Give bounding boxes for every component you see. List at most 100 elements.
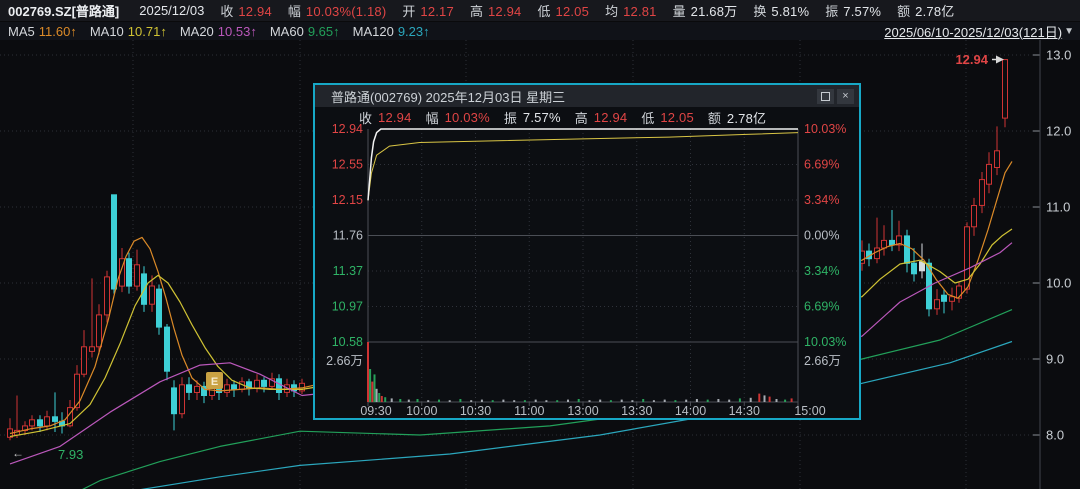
- candle: [164, 326, 170, 372]
- popup-stat-label: 低: [641, 110, 655, 126]
- kline-chart-canvas[interactable]: 13.0 12.0 11.0 10.0 9.0 8.0 12.94 ← 7.93 E: [0, 40, 1080, 489]
- ma-bar: MA5 11.60↑ MA10 10.71↑ MA20 10.53↑ MA60 9.65↑ MA…: [0, 22, 1080, 40]
- event-badge-label: E: [211, 376, 218, 388]
- popup-stat-label: 幅: [425, 110, 439, 126]
- time-axis-label: 14:30: [729, 404, 760, 418]
- volume-axis-label: 2.66万: [326, 354, 363, 368]
- intraday-right-axis-label: 6.69%: [804, 300, 839, 314]
- maximize-button[interactable]: [817, 88, 834, 104]
- popup-stat-value: 7.57%: [522, 109, 561, 125]
- popup-window-buttons: ×: [814, 88, 854, 104]
- quote-field-value: 10.03%(1.18): [305, 4, 387, 19]
- quote-field-label: 幅: [287, 4, 301, 19]
- candle: [986, 163, 992, 185]
- intraday-grid: [367, 129, 799, 403]
- ma-value: 9.23↑: [397, 23, 430, 39]
- time-axis-label: 15:00: [794, 404, 825, 418]
- dropdown-arrow-icon[interactable]: ▼: [1064, 25, 1074, 37]
- intraday-price-line: [367, 128, 798, 201]
- price-axis-label: 12.0: [1046, 124, 1071, 139]
- intraday-left-axis-label: 10.58: [332, 335, 363, 349]
- quote-date: 2025/12/03: [139, 3, 205, 18]
- quote-field-value: 12.94: [487, 4, 522, 19]
- candle: [934, 299, 940, 310]
- price-axis-label: 10.0: [1046, 276, 1071, 291]
- popup-titlebar[interactable]: 普路通(002769) 2025年12月03日 星期三 ×: [315, 85, 859, 107]
- stock-symbol[interactable]: 002769.SZ[普路通]: [8, 4, 120, 19]
- popup-stat-value: 2.78亿: [726, 110, 767, 126]
- quote-field-value: 5.81%: [771, 4, 810, 19]
- candle: [276, 378, 282, 393]
- candle: [971, 205, 977, 228]
- quote-fields: 收 12.94 幅 10.03%(1.18) 开 12.17 高 12.94 低 12.05 均 12…: [204, 1, 954, 20]
- high-price-label: 12.94: [955, 52, 988, 67]
- quote-field-label: 高: [469, 4, 483, 19]
- quote-field-label: 振: [825, 4, 839, 19]
- candle: [186, 384, 192, 393]
- intraday-right-axis-label: 10.03%: [804, 335, 846, 349]
- average-price-line: [367, 132, 799, 201]
- candle: [896, 235, 902, 246]
- price-axis-label: 11.0: [1046, 200, 1070, 215]
- ma-label: MA20: [179, 23, 214, 39]
- quote-field-value: 12.17: [420, 4, 454, 19]
- ma-label: MA10: [89, 23, 124, 39]
- date-range-selector[interactable]: 2025/06/10-2025/12/03(121日) ▼: [884, 22, 1074, 41]
- ma-label: MA60: [269, 23, 304, 39]
- ma-values: MA5 11.60↑ MA10 10.71↑ MA20 10.53↑ MA60 9.65↑ MA…: [8, 24, 443, 39]
- quote-field-label: 量: [672, 4, 686, 19]
- popup-stat-value: 12.94: [593, 109, 628, 125]
- candle: [201, 385, 207, 396]
- popup-stat-value: 12.94: [378, 109, 412, 125]
- popup-stats-row: 收 12.94 幅 10.03% 振 7.57% 高 12.94 低 12.05 额 2.78亿: [315, 107, 859, 127]
- candle: [52, 416, 58, 422]
- ma60-line: [82, 309, 1013, 489]
- kline-annotations: 12.94 ← 7.93 E: [12, 52, 1004, 462]
- popup-stat-label: 高: [574, 110, 588, 126]
- ma120-line: [140, 340, 1013, 489]
- low-arrow-icon: ←: [12, 446, 24, 460]
- candle: [96, 314, 102, 348]
- time-axis-label: 10:00: [406, 404, 437, 418]
- price-axis-label: 8.0: [1046, 428, 1064, 443]
- candle: [37, 419, 43, 427]
- candle: [81, 346, 87, 375]
- candle: [1002, 59, 1008, 119]
- quote-field-label: 额: [897, 4, 911, 19]
- intraday-right-axis-label: 6.69%: [804, 158, 839, 172]
- popup-stat-value: 12.05: [660, 109, 694, 125]
- intraday-left-axis-label: 11.76: [333, 229, 363, 243]
- candle: [911, 262, 917, 275]
- candle: [119, 258, 125, 287]
- quote-field-value: 12.81: [623, 4, 657, 19]
- candle: [231, 384, 237, 390]
- ma-label: MA120: [352, 23, 394, 39]
- intraday-right-axis-label: 3.34%: [804, 264, 839, 278]
- time-axis-label: 14:00: [675, 404, 706, 418]
- quote-field-value: 7.57%: [843, 4, 882, 19]
- close-button[interactable]: ×: [837, 88, 854, 104]
- time-axis-label: 11:00: [514, 404, 544, 418]
- candle: [74, 373, 80, 409]
- candle: [111, 194, 117, 290]
- candle: [254, 379, 260, 389]
- candle: [89, 346, 95, 352]
- intraday-right-axis-label: 0.00%: [804, 229, 839, 243]
- quote-field-value: 12.05: [555, 4, 590, 19]
- candle: [156, 288, 162, 328]
- candle: [956, 285, 962, 299]
- intraday-chart-canvas[interactable]: 12.94 12.55 12.15 11.76 11.37 10.97 10.58 10.03…: [315, 117, 859, 418]
- candle: [104, 276, 110, 316]
- quote-field-value: 12.94: [238, 4, 272, 19]
- intraday-popup[interactable]: 普路通(002769) 2025年12月03日 星期三 × 收 12.94 幅 10.…: [313, 83, 861, 420]
- intraday-left-axis-label: 10.97: [332, 300, 363, 314]
- intraday-left-axis-label: 12.55: [332, 158, 363, 172]
- intraday-left-axis-label: 11.37: [333, 264, 363, 278]
- kline-chart[interactable]: 13.0 12.0 11.0 10.0 9.0 8.0 12.94 ← 7.93 E: [0, 40, 1080, 489]
- candle: [919, 261, 925, 272]
- popup-stat-label: 额: [707, 110, 721, 126]
- date-range-text[interactable]: 2025/06/10-2025/12/03(121日): [884, 24, 1063, 40]
- candle: [904, 235, 910, 264]
- event-badge: [206, 372, 223, 389]
- quote-field-value: 21.68万: [690, 4, 738, 19]
